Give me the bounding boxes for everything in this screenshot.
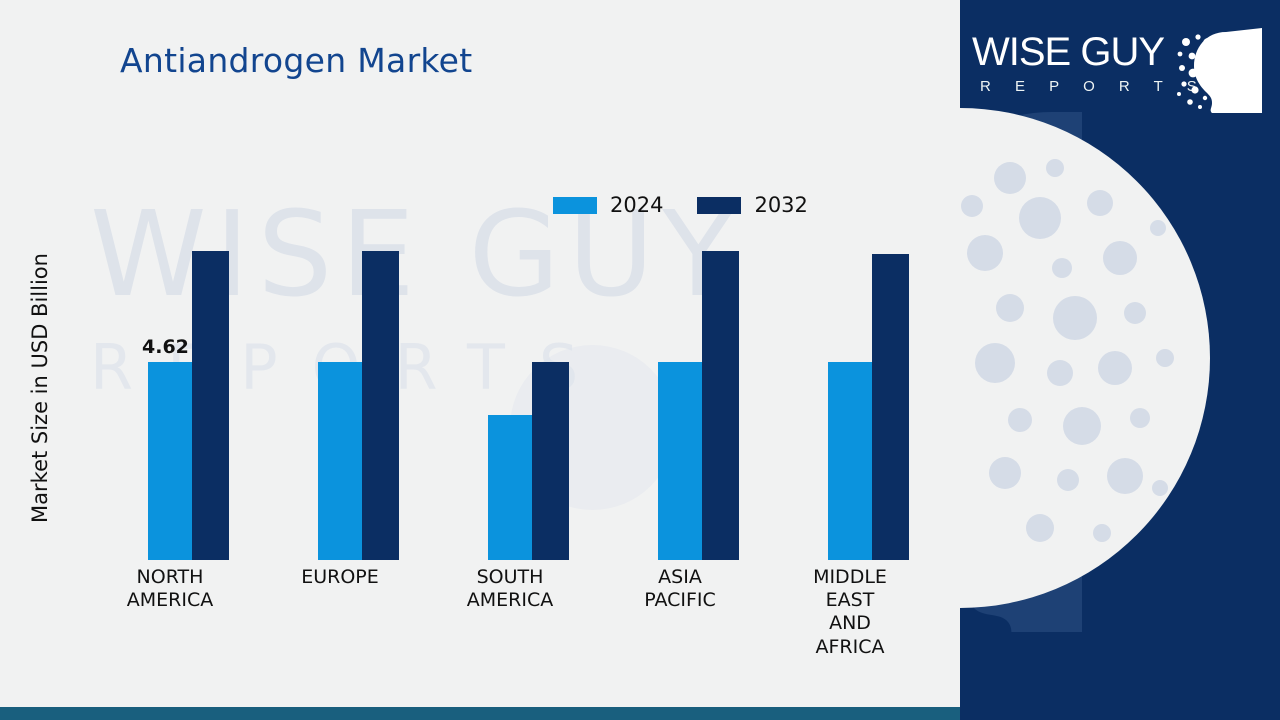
legend-label-2032: 2032 xyxy=(754,193,808,217)
bar-2032-north-america[interactable] xyxy=(192,251,229,560)
category-label-middle-east-and-africa: MIDDLE EAST AND AFRICA xyxy=(813,566,887,658)
chart-legend: 2024 2032 xyxy=(553,193,808,217)
bar-groups: 4.62 NORTH AMERICA EUROPE SOUTH AMERICA AS… xyxy=(126,251,909,658)
legend-swatch-2032 xyxy=(697,196,742,214)
bar-2032-middle-east-and-africa[interactable] xyxy=(872,254,909,560)
legend-swatch-2024 xyxy=(553,196,597,214)
bar-2024-europe[interactable] xyxy=(318,362,362,560)
category-label-europe: EUROPE xyxy=(301,566,379,588)
legend-item-2024[interactable]: 2024 xyxy=(553,193,663,217)
legend-label-2024: 2024 xyxy=(610,193,664,217)
legend-item-2032[interactable]: 2032 xyxy=(697,193,808,217)
bar-2032-europe[interactable] xyxy=(362,251,399,560)
bottom-accent-strip xyxy=(0,707,960,720)
bar-2024-asia-pacific[interactable] xyxy=(658,362,702,560)
bar-2024-north-america[interactable] xyxy=(148,362,192,560)
bar-value-north-america-2024: 4.62 xyxy=(142,336,189,358)
logo-secondary-text: R E P O R T S xyxy=(980,78,1207,95)
bar-2024-middle-east-and-africa[interactable] xyxy=(828,362,872,560)
molecule-dots-decoration xyxy=(961,159,1174,542)
dotted-head-profile-icon xyxy=(1177,28,1262,113)
bar-2024-south-america[interactable] xyxy=(488,415,532,560)
bar-2032-south-america[interactable] xyxy=(532,362,569,560)
brand-side-panel xyxy=(960,0,1280,720)
logo-primary-text: WISE GUY xyxy=(972,30,1165,74)
bar-2032-asia-pacific[interactable] xyxy=(702,251,739,560)
category-label-asia-pacific: ASIA PACIFIC xyxy=(644,566,716,612)
category-label-south-america: SOUTH AMERICA xyxy=(466,566,554,612)
chart-plot-area: Market Size in USD Billion 2024 2032 4.6… xyxy=(28,193,909,658)
brand-logo[interactable]: WISE GUY R E P O R T S xyxy=(972,28,1262,115)
page-title: Antiandrogen Market xyxy=(120,41,473,80)
category-label-north-america: NORTH AMERICA xyxy=(126,566,214,612)
